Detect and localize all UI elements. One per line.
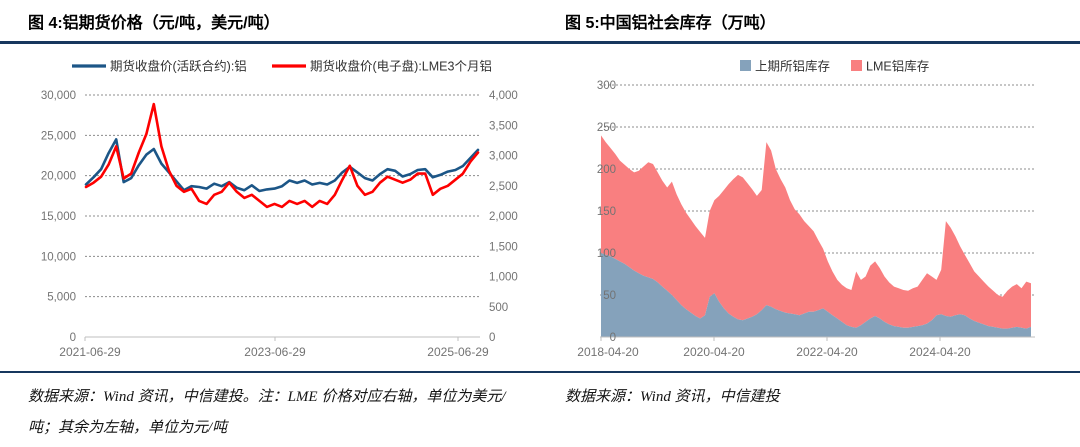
svg-text:500: 500	[489, 302, 508, 314]
inventory-chart-legend: 上期所铝库存 LME铝库存	[740, 59, 929, 74]
futures-price-chart: 0 5,000 10,000 15,000 20,000 25,000 30,000 0 500…	[41, 59, 518, 360]
svg-text:3,000: 3,000	[489, 151, 518, 163]
legend-label-shfe: 期货收盘价(活跃合约):铝	[110, 59, 247, 74]
legend-square-swatch-shfe	[740, 60, 751, 71]
svg-text:50: 50	[603, 290, 616, 302]
svg-text:30,000: 30,000	[41, 90, 76, 102]
legend-label-lme-inventory: LME铝库存	[866, 59, 929, 74]
svg-text:1,000: 1,000	[489, 272, 518, 284]
left-chart-source-note: 数据来源：Wind 资讯，中信建投。注：LME 价格对应右轴，单位为美元/吨；其…	[28, 389, 506, 436]
legend-label-shfe-inventory: 上期所铝库存	[755, 59, 830, 74]
svg-text:200: 200	[597, 164, 616, 176]
svg-text:300: 300	[597, 80, 616, 92]
svg-text:2025-06-29: 2025-06-29	[427, 345, 489, 359]
svg-text:250: 250	[597, 122, 616, 134]
axis-tick-labels: 0 5,000 10,000 15,000 20,000 25,000 30,000 0 500…	[41, 90, 518, 359]
svg-text:2021-06-29: 2021-06-29	[59, 345, 121, 359]
right-chart-title: 图 5:中国铝社会库存（万吨）	[565, 15, 776, 32]
svg-text:100: 100	[597, 248, 616, 260]
svg-text:15,000: 15,000	[41, 211, 76, 223]
axis-tick-labels: 0 50 100 150 200 250 300 2018-04-20 2020-04-20 20…	[577, 80, 971, 359]
svg-text:3,500: 3,500	[489, 120, 518, 132]
svg-text:2020-04-20: 2020-04-20	[683, 345, 745, 359]
svg-text:0: 0	[489, 332, 495, 344]
svg-text:0: 0	[70, 332, 76, 344]
svg-text:5,000: 5,000	[47, 292, 76, 304]
svg-text:2024-04-20: 2024-04-20	[909, 345, 971, 359]
svg-text:150: 150	[597, 206, 616, 218]
svg-text:2022-04-20: 2022-04-20	[796, 345, 858, 359]
legend-square-swatch-lme	[851, 60, 862, 71]
svg-text:2023-06-29: 2023-06-29	[244, 345, 306, 359]
svg-text:20,000: 20,000	[41, 171, 76, 183]
svg-text:25,000: 25,000	[41, 130, 76, 142]
lme-inventory-area	[601, 135, 1031, 329]
right-chart-source-note: 数据来源：Wind 资讯，中信建投	[565, 389, 780, 405]
top-divider-rule	[0, 41, 1080, 44]
price-line-series-1	[84, 102, 480, 209]
shfe-inventory-area	[601, 253, 1031, 337]
futures-chart-legend: 期货收盘价(活跃合约):铝 期货收盘价(电子盘):LME3个月铝	[72, 59, 492, 74]
svg-text:10,000: 10,000	[41, 251, 76, 263]
legend-label-lme: 期货收盘价(电子盘):LME3个月铝	[310, 59, 492, 74]
gridlines	[85, 94, 480, 298]
inventory-chart: 0 50 100 150 200 250 300 2018-04-20 2020-04-20 20…	[577, 59, 1035, 359]
bottom-divider-rule	[0, 371, 1080, 373]
svg-text:2,000: 2,000	[489, 211, 518, 223]
price-line-series-0	[84, 138, 480, 193]
svg-text:2,500: 2,500	[489, 181, 518, 193]
svg-text:0: 0	[610, 332, 616, 344]
left-chart-title: 图 4:铝期货价格（元/吨，美元/吨）	[28, 15, 280, 32]
svg-text:4,000: 4,000	[489, 90, 518, 102]
svg-text:1,500: 1,500	[489, 241, 518, 253]
svg-text:2018-04-20: 2018-04-20	[577, 345, 639, 359]
